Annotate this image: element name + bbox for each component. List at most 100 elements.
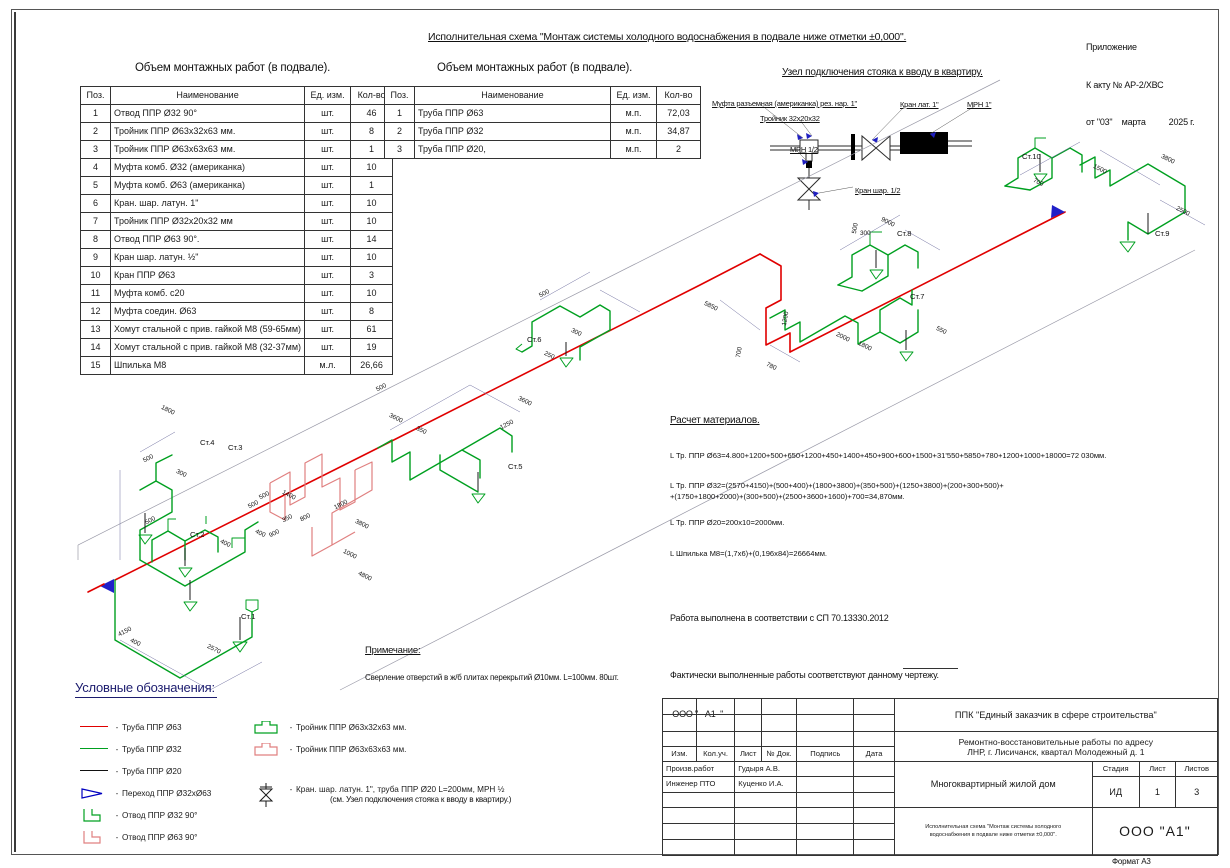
annex-line-3: от "03" марта 2025 г. — [1086, 117, 1195, 127]
cell-unit: м.л. — [304, 356, 352, 375]
legend-item: - Тройник ППР Ø63х63х63 мм. — [252, 742, 406, 756]
table-row: 5 Муфта комб. Ø63 (американка) шт. 1 — [80, 176, 394, 195]
riser-group-9 — [1079, 156, 1186, 253]
calc-line-32: L Тр. ППР Ø32=(2570+4150)+(500+400)+(180… — [670, 481, 1004, 501]
cell-name: Хомут стальной с прив. гайкой М8 (32-37м… — [109, 338, 306, 357]
legend-symbol — [78, 743, 112, 755]
riser-group-3 — [138, 454, 259, 612]
stamp-role-1: Произв.работ — [661, 761, 736, 778]
cell-pos: 13 — [80, 320, 111, 339]
riser-group-2 — [151, 516, 219, 578]
reducer-icon — [81, 788, 103, 799]
cell-name: Отвод ППР Ø63 90°. — [109, 230, 306, 249]
cell-unit: шт. — [304, 248, 352, 267]
spec-table-right: Поз. Наименование Ед. изм. Кол-во 1 Труба… — [384, 86, 701, 159]
table-right-caption: Объем монтажных работ (в подвале). — [437, 62, 633, 74]
legend-dash: - — [289, 722, 293, 732]
stamp-cell-blank — [853, 806, 895, 824]
col-header-qty: Кол-во — [656, 86, 701, 105]
stamp-cell-blank — [661, 806, 736, 824]
stamp-cell-blank — [662, 714, 697, 733]
stamp-doc-title-line-1: Исполнительная схема "Монтаж системы хол… — [925, 824, 1062, 831]
table-row: 6 Кран. шар. латун. 1" шт. 10 — [80, 194, 394, 213]
label-troynik: Тройник 32х20х32 — [760, 114, 820, 123]
table-row: 7 Тройник ППР Ø32х20х32 мм шт. 10 — [80, 212, 394, 231]
note-text: Сверление отверстий в ж/б плитах перекры… — [365, 673, 619, 682]
table-row: 14 Хомут стальной с прив. гайкой М8 (32-3… — [80, 338, 394, 357]
cell-name: Отвод ППР Ø32 90° — [109, 104, 306, 123]
stamp-col-list: Лист — [734, 746, 763, 763]
table-row: 9 Кран шар. латун. ½" шт. 10 — [80, 248, 394, 267]
stamp-sheets-header: Листов — [1175, 761, 1218, 778]
riser-label-st2: Ст.2 — [190, 530, 205, 539]
sp-compliance-note: Работа выполнена в соответствии с СП 70.… — [670, 613, 889, 623]
cell-unit: шт. — [304, 320, 352, 339]
tee-63x32x63-icon — [254, 720, 278, 734]
stamp-cell-blank — [796, 806, 855, 824]
main-pipe-63 — [87, 205, 1066, 593]
table-row: 15 Шпилька М8 м.л. 26,66 — [80, 356, 394, 375]
spec-table-left: Поз. Наименование Ед. изм. Кол-во 1 Отвод… — [80, 86, 394, 375]
stamp-cell-blank — [734, 806, 798, 824]
stamp-sheet-header: Лист — [1138, 761, 1177, 778]
table-header-row: Поз. Наименование Ед. изм. Кол-во — [384, 86, 701, 105]
riser-group-1 — [114, 579, 259, 679]
stamp-sign-2 — [796, 776, 855, 793]
branch-pipes-63 — [269, 453, 373, 557]
stamp-cell-blank — [761, 731, 798, 748]
table-left-caption: Объем монтажных работ (в подвале). — [135, 62, 331, 74]
cell-qty: 26,66 — [350, 356, 394, 375]
legend-label: Тройник ППР Ø63х32х63 мм. — [296, 722, 407, 732]
stamp-cell-blank — [734, 731, 763, 748]
cell-name: Тройник ППР Ø63х32х63 мм. — [109, 122, 306, 141]
stamp-sheet-value: 1 — [1138, 776, 1177, 808]
signature-line — [903, 668, 958, 669]
stamp-col-izm: Изм. — [662, 746, 697, 763]
calc-line-stud: L Шпилька М8=(1,7х6)+(0,196х84)=26664мм. — [670, 549, 828, 558]
table-row: 1 Труба ППР Ø63 м.п. 72,03 — [384, 104, 701, 123]
cell-pos: 15 — [80, 356, 111, 375]
table-row: 8 Отвод ППР Ø63 90°. шт. 14 — [80, 230, 394, 249]
cell-qty: 10 — [350, 212, 394, 231]
stamp-row-blank-2 — [662, 714, 1218, 733]
cell-unit: шт. — [304, 140, 352, 159]
cell-name: Кран. шар. латун. 1" — [109, 194, 306, 213]
stamp-date-1 — [853, 761, 895, 778]
riser-label-st9: Ст.9 — [1155, 229, 1170, 238]
cell-pos: 14 — [80, 338, 111, 357]
node-detail-graphic — [759, 103, 976, 210]
legend-symbol — [78, 787, 112, 799]
cell-unit: шт. — [304, 212, 352, 231]
cell-qty: 3 — [350, 266, 394, 285]
col-header-name: Наименование — [109, 86, 306, 105]
stamp-contractor: ООО "А1" — [1091, 806, 1219, 857]
cell-name: Кран ППР Ø63 — [109, 266, 306, 285]
cell-name: Труба ППР Ø20, — [414, 140, 611, 159]
legend-label: Отвод ППР Ø63 90° — [122, 832, 198, 842]
legend-label: Труба ППР Ø63 — [122, 722, 182, 732]
cell-unit: шт. — [304, 176, 352, 195]
cell-name: Муфта комб. Ø32 (американка) — [109, 158, 306, 177]
legend-item: - Труба ППР Ø63 — [78, 720, 182, 734]
cell-name: Муфта комб. с20 — [109, 284, 306, 303]
riser-group-8 — [837, 231, 919, 292]
stamp-cell-blank — [853, 731, 895, 748]
cell-pos: 1 — [80, 104, 111, 123]
legend-item: - Труба ППР Ø32 — [78, 742, 182, 756]
legend-dash: - — [289, 744, 293, 754]
stamp-cell-blank — [662, 697, 697, 716]
legend-label: Кран. шар. латун. 1", труба ППР Ø20 L=20… — [296, 784, 505, 794]
cell-pos: 6 — [80, 194, 111, 213]
dimension-label: 300 — [860, 230, 871, 237]
riser-group-7 — [769, 289, 919, 362]
cell-name: Труба ППР Ø63 — [414, 104, 611, 123]
stamp-col-koluch: Кол.уч. — [695, 746, 736, 763]
sheet-frame — [11, 9, 1219, 855]
stamp-stage-header: Стадия — [1091, 761, 1140, 778]
dimension-lines — [119, 141, 1206, 691]
stamp-cell-blank — [734, 838, 798, 857]
table-row: 4 Муфта комб. Ø32 (американка) шт. 10 — [80, 158, 394, 177]
cell-pos: 3 — [80, 140, 111, 159]
cell-qty: 10 — [350, 158, 394, 177]
